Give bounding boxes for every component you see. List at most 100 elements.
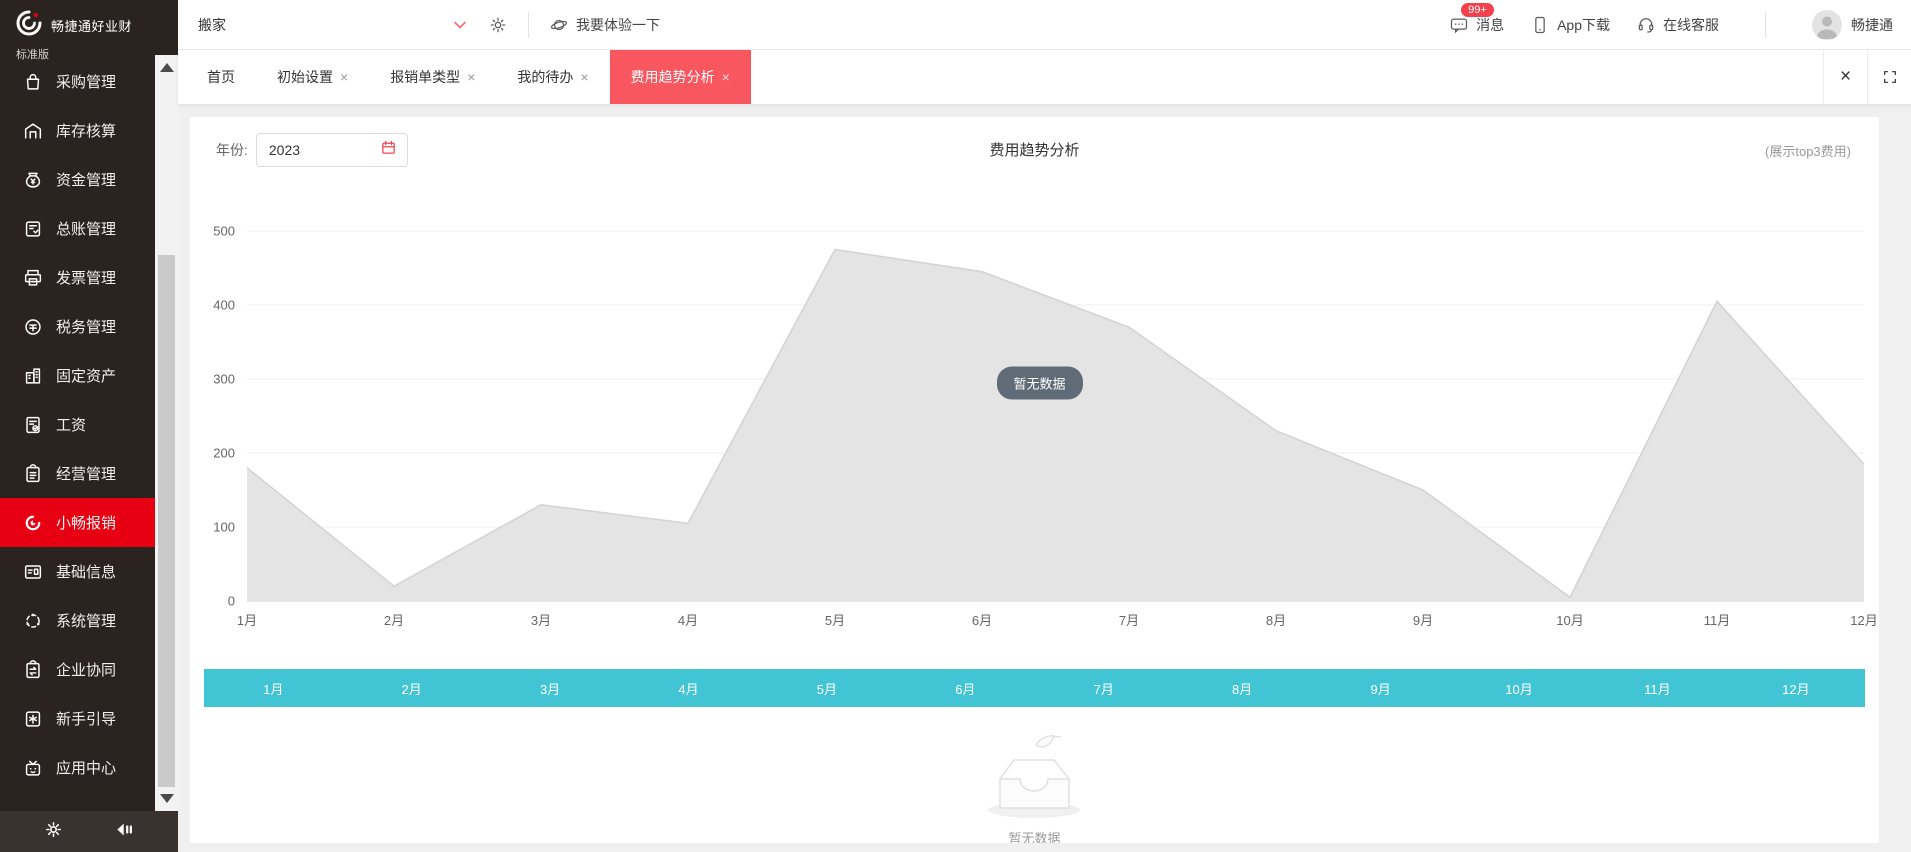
chart-title: 费用趋势分析 bbox=[989, 142, 1080, 159]
svg-text:6月: 6月 bbox=[972, 613, 992, 628]
workbench-gear-icon[interactable] bbox=[488, 15, 508, 35]
settings-gear-icon[interactable] bbox=[44, 820, 63, 844]
chart-note: (展示top3费用) bbox=[1765, 144, 1851, 159]
tab-label: 报销单类型 bbox=[390, 69, 461, 85]
tab-expense-trend[interactable]: 费用趋势分析 × bbox=[609, 50, 751, 104]
sidebar-item-ledger[interactable]: 总账管理 bbox=[0, 204, 155, 253]
app-menu-dropdown[interactable]: 搬家 bbox=[198, 15, 470, 35]
sidebar-item-label: 资金管理 bbox=[56, 172, 117, 189]
empty-state-text: 暂无数据 bbox=[1008, 831, 1061, 843]
collapse-sidebar-icon[interactable] bbox=[115, 820, 134, 844]
sidebar-item-inventory[interactable]: 库存核算 bbox=[0, 106, 155, 155]
svg-text:4月: 4月 bbox=[678, 613, 698, 628]
svg-text:3月: 3月 bbox=[531, 613, 551, 628]
fullscreen-icon[interactable] bbox=[1867, 50, 1911, 104]
svg-text:500: 500 bbox=[213, 224, 235, 239]
sidebar-item-collaboration[interactable]: 企业协同 bbox=[0, 645, 155, 694]
sidebar-item-invoice[interactable]: 发票管理 bbox=[0, 253, 155, 302]
topbar-divider bbox=[528, 11, 529, 38]
sidebar-item-basic-info[interactable]: 基础信息 bbox=[0, 547, 155, 596]
logo-block: 畅捷通好业财 标准版 bbox=[0, 0, 178, 61]
content-area: 年份: 2023 费用趋势分析 (展示top3费用) bbox=[178, 104, 1911, 852]
empty-box-icon bbox=[972, 729, 1097, 826]
building-icon bbox=[22, 365, 44, 387]
mobile-phone-icon bbox=[1530, 15, 1550, 35]
tab-init-settings[interactable]: 初始设置 × bbox=[256, 50, 369, 104]
chevron-down-icon bbox=[450, 15, 470, 35]
guide-icon bbox=[22, 708, 44, 730]
tab-home[interactable]: 首页 bbox=[186, 50, 256, 104]
logo-subtitle: 标准版 bbox=[16, 49, 49, 61]
idcard-icon bbox=[22, 561, 44, 583]
scrollbar-thumb[interactable] bbox=[158, 255, 175, 787]
moneybag-icon bbox=[22, 169, 44, 191]
svg-text:10月: 10月 bbox=[1556, 613, 1583, 628]
sidebar-item-label: 采购管理 bbox=[56, 74, 117, 91]
sidebar-item-fixed-assets[interactable]: 固定资产 bbox=[0, 351, 155, 400]
tab-close-icon[interactable]: × bbox=[721, 69, 730, 85]
svg-text:1月: 1月 bbox=[237, 613, 257, 628]
user-menu[interactable]: 畅捷通 bbox=[1812, 9, 1893, 40]
svg-text:12月: 12月 bbox=[1850, 613, 1877, 628]
sidebar-item-label: 小畅报销 bbox=[56, 515, 117, 532]
sidebar-item-salary[interactable]: 工资 bbox=[0, 400, 155, 449]
sidebar-item-novice-guide[interactable]: 新手引导 bbox=[0, 694, 155, 743]
tab-my-todo[interactable]: 我的待办 × bbox=[496, 50, 609, 104]
app-download-button[interactable]: App下载 bbox=[1530, 15, 1610, 35]
close-all-tabs-button[interactable]: × bbox=[1823, 50, 1867, 104]
sidebar-item-purchase[interactable]: 采购管理 bbox=[0, 57, 155, 106]
tab-expense-type[interactable]: 报销单类型 × bbox=[369, 50, 496, 104]
topbar: 搬家 我要体验一下 bbox=[178, 0, 1911, 50]
scroll-down-icon[interactable] bbox=[159, 794, 174, 803]
warehouse-icon bbox=[22, 120, 44, 142]
sidebar-footer bbox=[0, 811, 178, 852]
year-input[interactable]: 2023 bbox=[255, 133, 408, 167]
svg-text:5月: 5月 bbox=[825, 613, 845, 628]
month-cell: 7月 bbox=[1093, 681, 1114, 697]
year-value: 2023 bbox=[268, 142, 301, 158]
logo-title: 畅捷通好业财 bbox=[51, 19, 133, 34]
svg-text:200: 200 bbox=[213, 446, 235, 461]
month-cell: 3月 bbox=[539, 681, 561, 697]
tab-close-icon[interactable]: × bbox=[340, 69, 349, 85]
planet-icon bbox=[549, 15, 569, 35]
month-cell: 8月 bbox=[1232, 681, 1253, 697]
sidebar-item-funds[interactable]: 资金管理 bbox=[0, 155, 155, 204]
tab-close-icon[interactable]: × bbox=[580, 69, 589, 85]
svg-text:9月: 9月 bbox=[1413, 613, 1433, 628]
headset-icon bbox=[1636, 15, 1656, 35]
svg-text:100: 100 bbox=[213, 520, 235, 535]
expense-trend-card: 年份: 2023 费用趋势分析 (展示top3费用) bbox=[190, 117, 1879, 843]
sidebar-item-label: 税务管理 bbox=[56, 319, 117, 336]
tab-close-icon[interactable]: × bbox=[467, 69, 476, 85]
calendar-icon[interactable] bbox=[380, 139, 397, 161]
app-menu-label: 搬家 bbox=[198, 16, 226, 33]
message-bubble-icon bbox=[1449, 15, 1469, 35]
tabs: 首页 初始设置 × 报销单类型 × 我的待办 × 费用趋势分析 × bbox=[178, 50, 751, 104]
tab-label: 初始设置 bbox=[277, 69, 333, 85]
topbar-divider bbox=[1765, 11, 1766, 38]
tab-label: 我的待办 bbox=[517, 69, 574, 85]
sidebar-item-system[interactable]: 系统管理 bbox=[0, 596, 155, 645]
svg-text:2月: 2月 bbox=[384, 613, 404, 628]
sidebar: 畅捷通好业财 标准版 采购管理库存核算资金管理总账管理发票管理税务管理固定资产工… bbox=[0, 0, 178, 852]
sidebar-item-reimburse[interactable]: 小畅报销 bbox=[0, 498, 155, 547]
svg-text:400: 400 bbox=[213, 298, 235, 313]
svg-text:300: 300 bbox=[213, 372, 235, 387]
sidebar-item-operation[interactable]: 经营管理 bbox=[0, 449, 155, 498]
experience-button[interactable]: 我要体验一下 bbox=[549, 15, 660, 35]
sidebar-item-label: 经营管理 bbox=[56, 466, 117, 483]
sidebar-item-app-center[interactable]: 应用中心 bbox=[0, 743, 155, 792]
sidebar-item-label: 发票管理 bbox=[56, 270, 117, 287]
sidebar-item-tax[interactable]: 税务管理 bbox=[0, 302, 155, 351]
reimburse-icon bbox=[22, 512, 44, 534]
sidebar-item-label: 系统管理 bbox=[56, 613, 117, 630]
empty-state: 暂无数据 bbox=[190, 729, 1879, 843]
tax-icon bbox=[22, 316, 44, 338]
sidebar-scrollbar[interactable] bbox=[155, 55, 178, 811]
scroll-up-icon[interactable] bbox=[159, 63, 174, 72]
messages-badge: 99+ bbox=[1461, 2, 1494, 17]
no-data-tooltip: 暂无数据 bbox=[996, 366, 1083, 400]
messages-button[interactable]: 消息 99+ bbox=[1449, 2, 1504, 35]
online-support-button[interactable]: 在线客服 bbox=[1636, 15, 1719, 35]
